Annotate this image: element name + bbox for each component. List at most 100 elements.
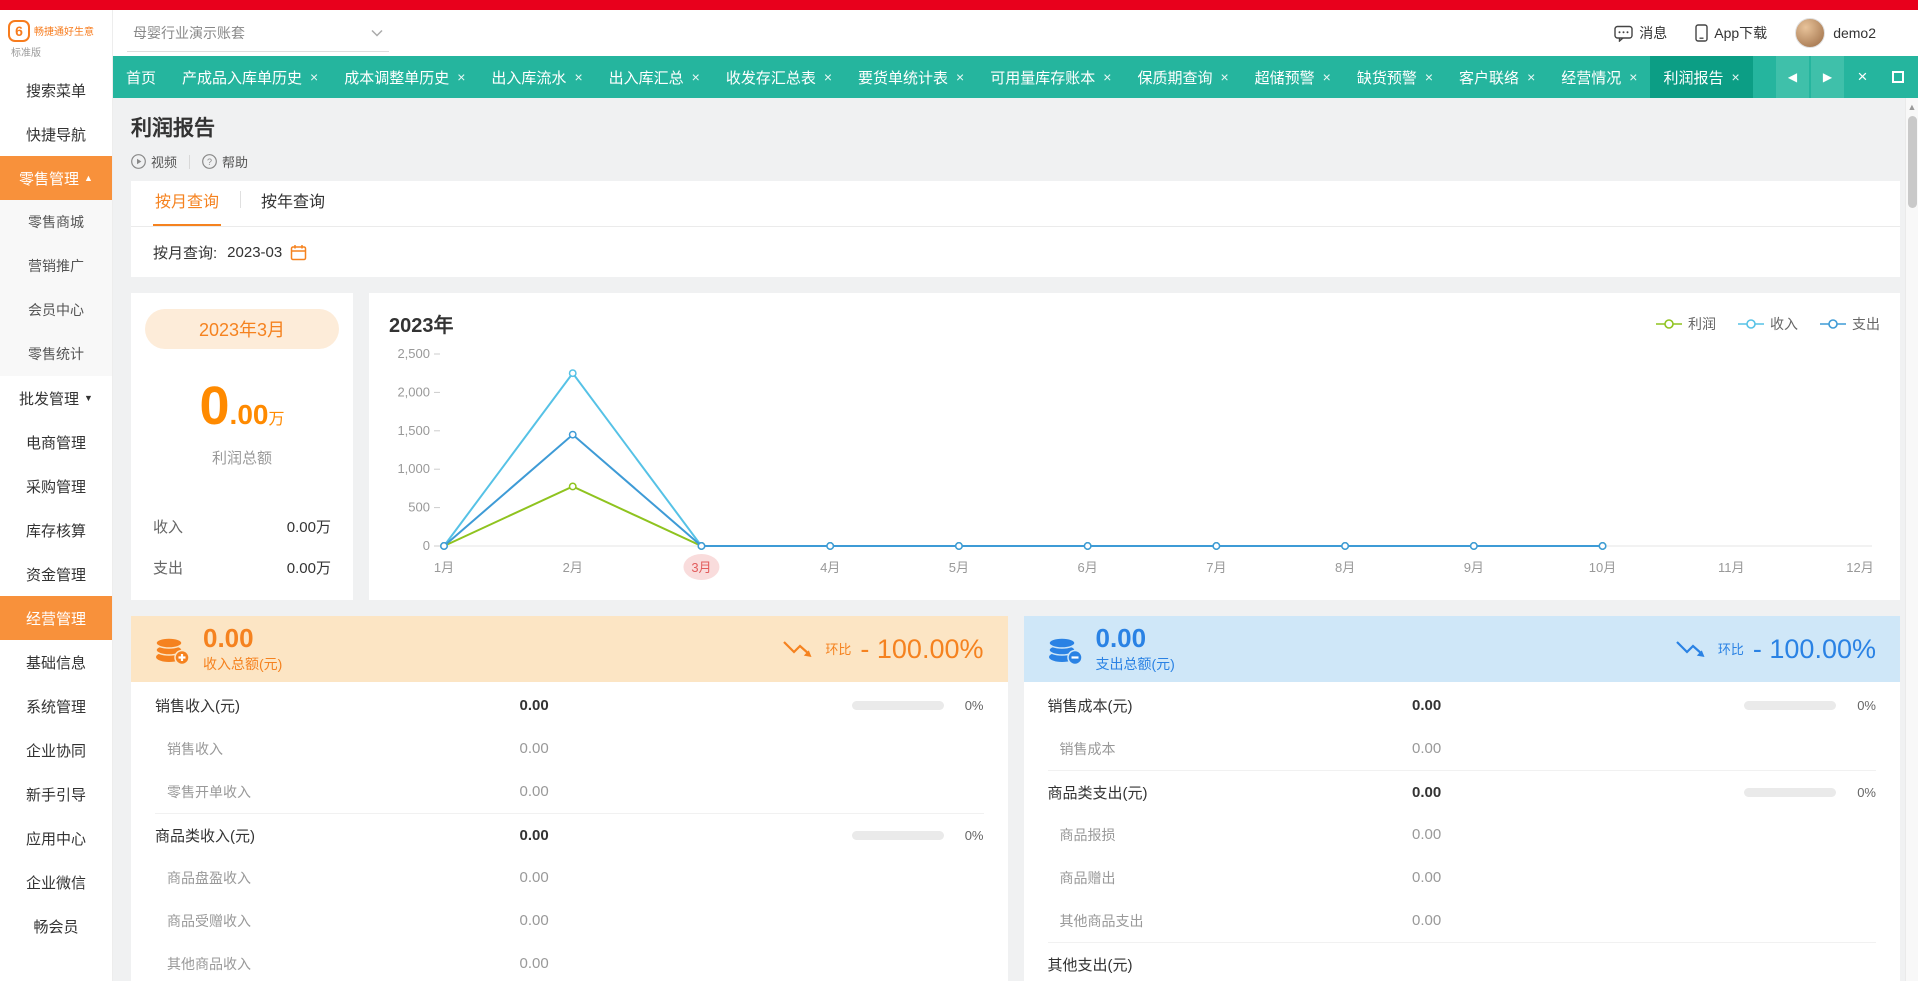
tabs-close-all-button[interactable]: × xyxy=(1846,56,1879,98)
tab-close-icon[interactable]: × xyxy=(1103,69,1112,85)
row-label: 商品类支出(元) xyxy=(1047,784,1148,802)
sidebar-item-label: 系统管理 xyxy=(25,698,86,716)
query-tab-1[interactable]: 按月查询 xyxy=(153,188,222,226)
fullscreen-button[interactable] xyxy=(1881,56,1914,98)
tab-label: 收发存汇总表 xyxy=(725,69,816,87)
sidebar-item-label: 库存核算 xyxy=(25,522,86,540)
tab-close-icon[interactable]: × xyxy=(1731,69,1740,85)
sidebar-item-5[interactable]: 营销推广 xyxy=(0,244,112,288)
row-label: 零售开单收入 xyxy=(167,783,251,800)
sidebar-item-3[interactable]: 零售管理 ▲ xyxy=(0,156,112,200)
tab-close-icon[interactable]: × xyxy=(1220,69,1229,85)
svg-text:?: ? xyxy=(207,157,212,167)
summary-rows: 收入 0.00万 支出 0.00万 xyxy=(145,516,339,578)
sidebar-item-label: 企业微信 xyxy=(25,874,86,892)
chart-card: 2023年 利润 收入 支出 0 500 1,000 1,500 2,000 2,500 1月 2… xyxy=(369,293,1900,600)
tab-close-icon[interactable]: × xyxy=(823,69,833,85)
tab-13[interactable]: 经营情况 × xyxy=(1548,56,1650,98)
query-tab-2[interactable]: 按年查询 xyxy=(240,188,327,226)
row-label: 销售成本 xyxy=(1059,740,1116,757)
income-row: 商品类收入(元) 0.00 0% xyxy=(155,813,984,856)
calendar-icon xyxy=(290,244,307,260)
sidebar-item-11[interactable]: 库存核算 xyxy=(0,508,112,552)
user-menu[interactable]: demo2 xyxy=(1795,18,1876,48)
sidebar-item-1[interactable]: 搜索菜单 xyxy=(0,68,112,112)
tab-4[interactable]: 出入库流水 × xyxy=(478,56,595,98)
tab-close-icon[interactable]: × xyxy=(457,69,466,85)
tab-6[interactable]: 收发存汇总表 × xyxy=(713,56,845,98)
sidebar-item-20[interactable]: 畅会员 xyxy=(0,904,112,948)
tab-2[interactable]: 产成品入库单历史 × xyxy=(169,56,331,98)
legend-item-2[interactable]: 收入 xyxy=(1738,314,1798,334)
tab-close-icon[interactable]: × xyxy=(1629,69,1638,85)
row-label: 其他商品支出 xyxy=(1059,912,1144,929)
scrollbar[interactable]: ▲ xyxy=(1905,98,1918,981)
tab-label: 出入库流水 xyxy=(491,69,567,87)
brand-edition: 标准版 xyxy=(11,47,41,59)
help-link[interactable]: ? 帮助 xyxy=(202,152,248,171)
tab-10[interactable]: 超储预警 × xyxy=(1242,56,1344,98)
tab-close-icon[interactable]: × xyxy=(310,69,319,85)
sidebar-item-15[interactable]: 系统管理 xyxy=(0,684,112,728)
video-link[interactable]: 视频 xyxy=(131,152,177,171)
row-value: 0.00 xyxy=(1412,783,1442,801)
sidebar-item-17[interactable]: 新手引导 xyxy=(0,772,112,816)
tab-8[interactable]: 可用量库存账本 × xyxy=(977,56,1124,98)
tab-close-icon[interactable]: × xyxy=(691,69,700,85)
sidebar-item-label: 营销推广 xyxy=(28,258,84,274)
sidebar-item-7[interactable]: 零售统计 xyxy=(0,332,112,376)
tab-next-button[interactable]: ▶ xyxy=(1811,56,1844,98)
tab-label: 客户联络 xyxy=(1459,69,1520,87)
sidebar-item-4[interactable]: 零售商城 xyxy=(0,200,112,244)
tab-close-icon[interactable]: × xyxy=(1424,69,1434,85)
legend-item-3[interactable]: 支出 xyxy=(1820,314,1880,334)
tab-3[interactable]: 成本调整单历史 × xyxy=(331,56,478,98)
legend-item-1[interactable]: 利润 xyxy=(1656,314,1716,334)
svg-text:2,000: 2,000 xyxy=(397,384,430,399)
expense-ratio: 环比 - 100.00% xyxy=(1675,633,1876,664)
sidebar-item-18[interactable]: 应用中心 xyxy=(0,816,112,860)
progress-bar xyxy=(851,830,944,840)
sidebar-item-2[interactable]: 快捷导航 xyxy=(0,112,112,156)
sidebar-item-label: 搜索菜单 xyxy=(25,82,86,100)
sidebar-item-19[interactable]: 企业微信 xyxy=(0,860,112,904)
sidebar-item-14[interactable]: 基础信息 xyxy=(0,640,112,684)
account-select[interactable]: 母婴行业演示账套 xyxy=(127,15,389,52)
tab-close-icon[interactable]: × xyxy=(956,69,965,85)
expense-ratio-value: - 100.00% xyxy=(1752,633,1876,664)
income-totals: 0.00 收入总额(元) xyxy=(203,624,282,675)
tab-7[interactable]: 要货单统计表 × xyxy=(845,56,977,98)
svg-text:8月: 8月 xyxy=(1335,560,1355,575)
month-picker[interactable]: 2023-03 xyxy=(227,244,307,261)
sidebar-item-8[interactable]: 批发管理 ▼ xyxy=(0,376,112,420)
sidebar-item-13[interactable]: 经营管理 xyxy=(0,596,112,640)
income-row: 商品盘盈收入 0.00 xyxy=(155,856,984,899)
app-download-label: App下载 xyxy=(1714,25,1768,41)
tab-11[interactable]: 缺货预警 × xyxy=(1344,56,1446,98)
sidebar-item-10[interactable]: 采购管理 xyxy=(0,464,112,508)
tab-close-icon[interactable]: × xyxy=(1527,69,1536,85)
tab-prev-button[interactable]: ◀ xyxy=(1776,56,1809,98)
brand-name: 畅捷通好生意 xyxy=(34,27,94,38)
messages-button[interactable]: 消息 xyxy=(1614,23,1667,43)
sidebar-item-16[interactable]: 企业协同 xyxy=(0,728,112,772)
tab-close-icon[interactable]: × xyxy=(574,69,583,85)
sidebar-item-9[interactable]: 电商管理 xyxy=(0,420,112,464)
profit-chart-svg[interactable]: 0 500 1,000 1,500 2,000 2,500 1月 2月 3月 4月 5月 6月 7月 8月… xyxy=(389,340,1880,592)
tab-1[interactable]: 首页 xyxy=(113,56,169,98)
tab-9[interactable]: 保质期查询 × xyxy=(1124,56,1241,98)
sidebar-item-12[interactable]: 资金管理 xyxy=(0,552,112,596)
tab-12[interactable]: 客户联络 × xyxy=(1446,56,1548,98)
scrollbar-thumb[interactable] xyxy=(1907,116,1917,208)
tab-close-icon[interactable]: × xyxy=(1322,69,1331,85)
link-divider xyxy=(189,154,191,169)
expense-card: 0.00 支出总额(元) 环比 - 100.00% 销售成本(元) 0.00 0% 销… xyxy=(1023,616,1900,981)
sidebar-item-6[interactable]: 会员中心 xyxy=(0,288,112,332)
period-pill: 2023年3月 xyxy=(145,309,339,349)
progress-percent: 0% xyxy=(964,698,984,713)
tab-5[interactable]: 出入库汇总 × xyxy=(596,56,713,98)
svg-text:11月: 11月 xyxy=(1718,560,1745,575)
app-download-button[interactable]: App下载 xyxy=(1695,23,1767,43)
tab-14[interactable]: 利润报告 × xyxy=(1650,56,1753,98)
income-row: 销售收入 0.00 xyxy=(155,727,984,770)
